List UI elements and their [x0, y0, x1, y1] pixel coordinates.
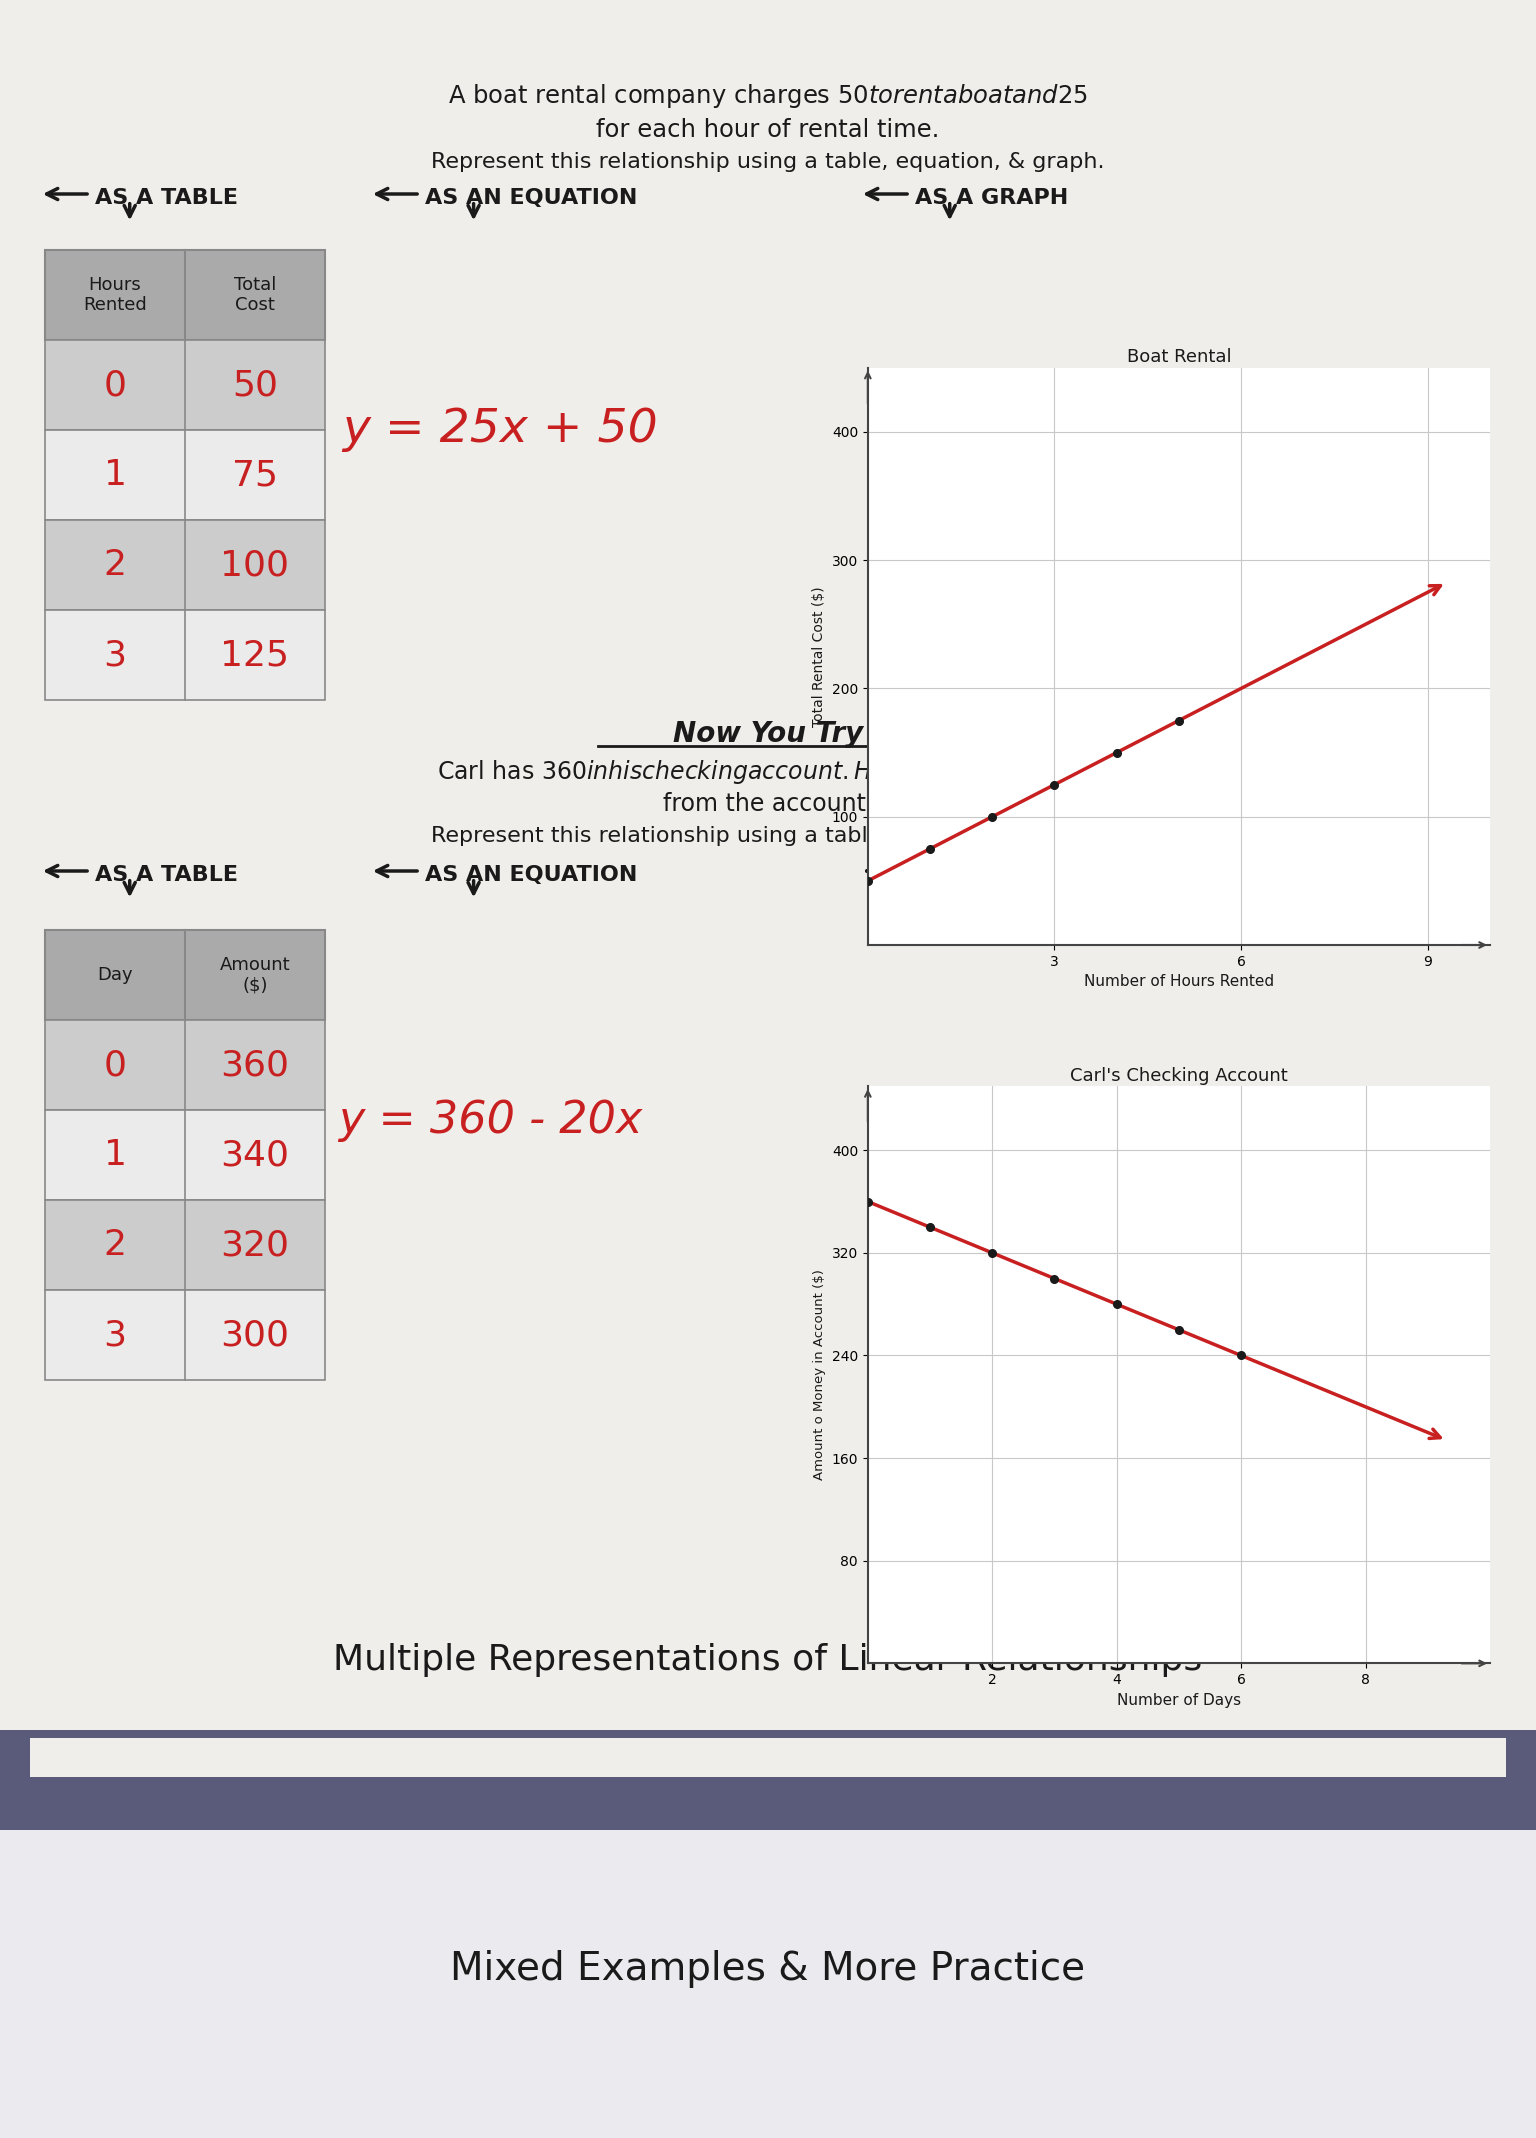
Bar — [0, 1830, 1536, 2138]
Text: AS A GRAPH: AS A GRAPH — [915, 188, 1068, 207]
Text: 2: 2 — [103, 1227, 126, 1261]
Text: Total
Cost: Total Cost — [233, 276, 276, 314]
Text: 1: 1 — [103, 458, 126, 492]
Y-axis label: Total Rental Cost ($): Total Rental Cost ($) — [813, 586, 826, 727]
Text: 300: 300 — [221, 1317, 289, 1351]
Text: AS A TABLE: AS A TABLE — [95, 866, 238, 885]
Text: AS A TABLE: AS A TABLE — [95, 188, 238, 207]
X-axis label: Number of Days: Number of Days — [1117, 1693, 1241, 1708]
Bar — [45, 1110, 326, 1199]
Text: 1: 1 — [103, 1137, 126, 1172]
Text: 100: 100 — [221, 547, 289, 582]
Bar — [45, 1020, 326, 1110]
Bar — [31, 1738, 1505, 1777]
Text: Day: Day — [97, 966, 132, 983]
Text: 75: 75 — [232, 458, 278, 492]
Text: 360: 360 — [221, 1048, 289, 1082]
Text: 50: 50 — [232, 368, 278, 402]
Title: Carl's Checking Account: Carl's Checking Account — [1071, 1067, 1287, 1084]
Text: A boat rental company charges $50 to rent a boat and $25: A boat rental company charges $50 to ren… — [449, 81, 1087, 109]
Text: y = 25x + 50: y = 25x + 50 — [343, 408, 657, 453]
Text: 125: 125 — [221, 637, 289, 671]
Bar — [45, 1289, 326, 1379]
Bar — [0, 1730, 1536, 1785]
Text: 3: 3 — [103, 637, 126, 671]
Bar — [0, 1785, 1536, 1830]
Text: Multiple Representations of Linear Relationships: Multiple Representations of Linear Relat… — [333, 1642, 1203, 1676]
Bar — [45, 930, 326, 1020]
Text: Represent this relationship using a table, equation, & graph.: Represent this relationship using a tabl… — [432, 152, 1104, 171]
Text: AS AN EQUATION: AS AN EQUATION — [425, 866, 637, 885]
Text: y = 360 - 20x: y = 360 - 20x — [338, 1099, 642, 1142]
Bar — [45, 1199, 326, 1289]
Bar — [45, 250, 326, 340]
Text: Hours
Rented: Hours Rented — [83, 276, 147, 314]
X-axis label: Number of Hours Rented: Number of Hours Rented — [1084, 975, 1273, 990]
Bar — [45, 340, 326, 430]
Text: AS AN EQUATION: AS AN EQUATION — [425, 188, 637, 207]
Text: from the account.: from the account. — [664, 791, 872, 817]
Y-axis label: Amount o Money in Account ($): Amount o Money in Account ($) — [813, 1270, 826, 1479]
Bar — [45, 520, 326, 609]
Bar — [45, 430, 326, 520]
Text: 340: 340 — [221, 1137, 289, 1172]
Text: Mixed Examples & More Practice: Mixed Examples & More Practice — [450, 1950, 1086, 1988]
Title: Boat Rental: Boat Rental — [1126, 348, 1232, 366]
Text: Carl has $360 in his checking account.  He spends $20 per day: Carl has $360 in his checking account. H… — [438, 759, 1098, 787]
Text: Amount
($): Amount ($) — [220, 956, 290, 994]
Text: 2: 2 — [103, 547, 126, 582]
Text: AS A GRAPH: AS A GRAPH — [915, 866, 1068, 885]
Text: Now You Try: Now You Try — [673, 721, 863, 748]
Bar — [45, 609, 326, 699]
Text: 0: 0 — [103, 368, 126, 402]
Text: 0: 0 — [103, 1048, 126, 1082]
Text: Represent this relationship using a table, equation, & graph.: Represent this relationship using a tabl… — [432, 825, 1104, 847]
Text: for each hour of rental time.: for each hour of rental time. — [596, 118, 940, 141]
Text: 3: 3 — [103, 1317, 126, 1351]
Text: 320: 320 — [221, 1227, 289, 1261]
